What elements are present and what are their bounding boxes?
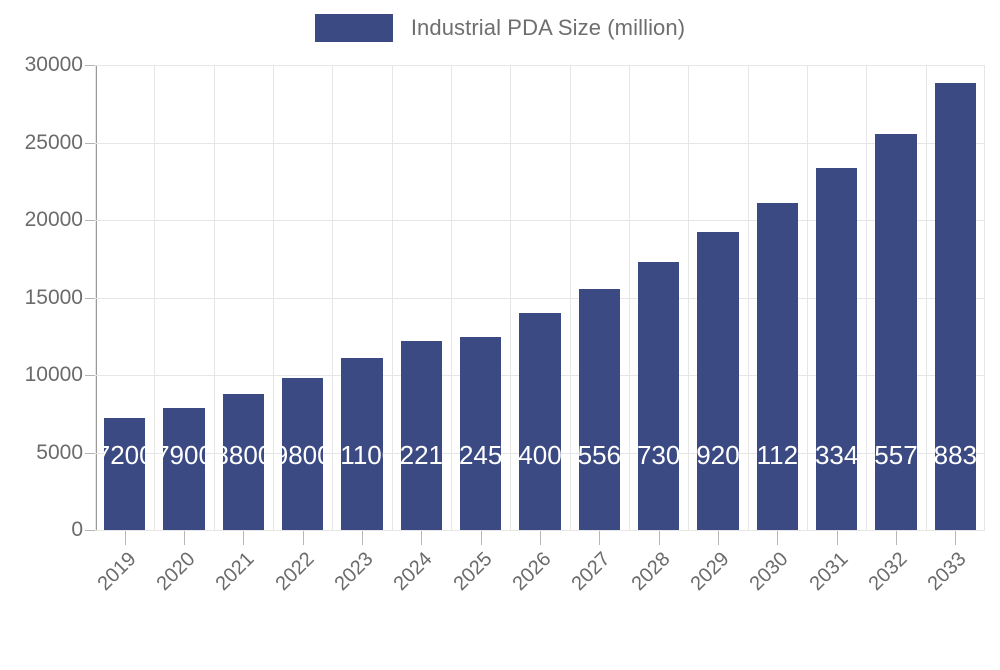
- bar-2029[interactable]: 19200: [697, 65, 739, 530]
- x-axis-tick-mark: [243, 531, 245, 545]
- y-axis-tick-label: 10000: [24, 363, 83, 386]
- gridline-vertical: [451, 65, 452, 530]
- gridline-vertical: [510, 65, 511, 530]
- gridline-vertical: [214, 65, 215, 530]
- x-axis-tick-mark: [777, 531, 779, 545]
- gridline-horizontal: [95, 530, 985, 531]
- x-axis-tick-mark: [540, 531, 541, 545]
- bar-2022[interactable]: 9800: [281, 65, 324, 530]
- bar-2025[interactable]: 12450: [459, 65, 502, 530]
- bar-2031[interactable]: 23340: [815, 65, 858, 530]
- gridline-vertical: [866, 65, 867, 530]
- bar-rect[interactable]: [459, 337, 502, 530]
- plot-area: 7200 7900 8800 9800 11100 12210 12450 14000 1556…: [95, 65, 985, 531]
- bar-rect[interactable]: [815, 168, 858, 530]
- y-axis-tick-mark: [85, 452, 95, 454]
- x-axis-tick-mark: [836, 531, 838, 545]
- bar-rect[interactable]: [637, 261, 680, 530]
- bar-rect[interactable]: [103, 418, 146, 530]
- gridline-vertical: [629, 65, 630, 530]
- x-axis-tick-mark: [955, 531, 957, 545]
- gridline-horizontal: [95, 220, 985, 221]
- gridline-horizontal: [95, 65, 985, 66]
- y-axis-tick-mark: [85, 297, 95, 299]
- x-axis-tick-mark: [302, 531, 304, 545]
- gridline-vertical: [332, 65, 333, 530]
- bar-rect[interactable]: [341, 357, 383, 530]
- x-axis-tick-mark: [718, 531, 719, 545]
- gridline-horizontal: [95, 297, 985, 299]
- bar-2027[interactable]: 15560: [578, 65, 621, 530]
- bar-2019[interactable]: 7200: [103, 65, 146, 530]
- legend-label: Industrial PDA Size (million): [410, 15, 686, 40]
- bar-2030[interactable]: 21120: [756, 65, 799, 530]
- x-axis-tick-mark: [421, 531, 423, 545]
- bar-rect[interactable]: [222, 393, 265, 530]
- gridline-vertical: [570, 65, 571, 530]
- gridline-vertical: [392, 65, 393, 530]
- bar-rect[interactable]: [163, 407, 205, 530]
- bar-rect[interactable]: [519, 313, 561, 530]
- bar-chart: Industrial PDA Size (million) 7200 7900 88…: [0, 10, 1000, 596]
- bar-2024[interactable]: 12210: [400, 65, 443, 530]
- y-axis-tick-mark: [85, 65, 95, 66]
- x-axis-tick-label: 2033: [923, 548, 971, 596]
- bar-rect[interactable]: [756, 202, 799, 530]
- bar-rect[interactable]: [697, 232, 739, 530]
- y-axis-tick-mark: [85, 220, 95, 221]
- bar-rect[interactable]: [934, 83, 977, 530]
- y-axis-tick-label: 15000: [24, 285, 83, 309]
- x-axis-tick-mark: [124, 531, 126, 545]
- y-axis-tick-mark: [85, 375, 95, 376]
- x-axis-tick-mark: [896, 531, 897, 545]
- y-axis-tick-label: 25000: [24, 130, 83, 154]
- bar-rect[interactable]: [281, 378, 324, 530]
- gridline-vertical: [807, 65, 808, 530]
- x-axis-tick-mark: [362, 531, 363, 545]
- bar-2032[interactable]: 25570: [875, 65, 917, 530]
- gridline-vertical: [748, 65, 749, 530]
- gridline-vertical: [273, 65, 274, 530]
- y-axis-tick-label: 30000: [24, 53, 83, 76]
- bar-rect[interactable]: [578, 288, 621, 530]
- bar-2023[interactable]: 11100: [341, 65, 383, 530]
- gridline-vertical: [95, 65, 96, 530]
- x-axis-tick-mark: [599, 531, 601, 545]
- y-axis-tick-label: 20000: [24, 208, 83, 231]
- y-axis-tick-label: 0: [71, 518, 83, 541]
- gridline-vertical: [926, 65, 927, 530]
- legend-swatch-icon: [314, 14, 393, 42]
- gridline-horizontal: [95, 142, 985, 144]
- gridline-vertical: [984, 65, 985, 530]
- y-axis-tick-mark: [85, 530, 95, 531]
- bar-2026[interactable]: 14000: [519, 65, 561, 530]
- gridline-vertical: [688, 65, 689, 530]
- bar-2033[interactable]: 28830: [934, 65, 977, 530]
- bar-2028[interactable]: 17300: [637, 65, 680, 530]
- bar-2020[interactable]: 7900: [163, 65, 205, 530]
- bar-rect[interactable]: [875, 133, 917, 530]
- x-axis-tick-mark: [184, 531, 185, 545]
- chart-legend: Industrial PDA Size (million): [0, 10, 1000, 46]
- y-axis-tick-mark: [85, 142, 95, 144]
- bar-rect[interactable]: [400, 340, 443, 530]
- x-axis-tick-mark: [658, 531, 660, 545]
- gridline-vertical: [154, 65, 155, 530]
- x-axis-tick-mark: [480, 531, 482, 545]
- bar-2021[interactable]: 8800: [222, 65, 265, 530]
- y-axis-tick-label: 5000: [36, 440, 83, 464]
